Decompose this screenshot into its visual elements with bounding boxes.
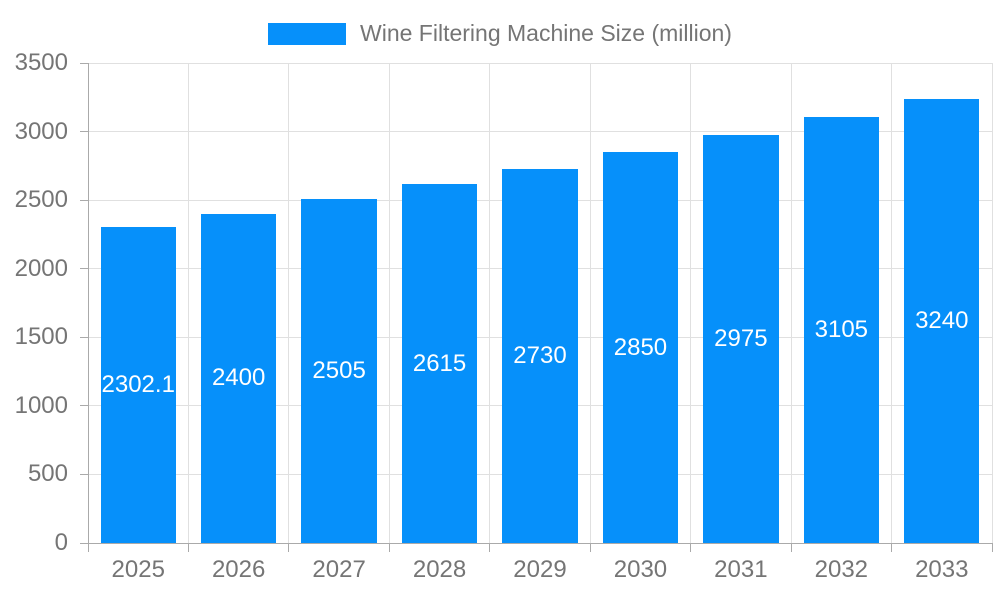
x-axis-tick <box>589 543 591 552</box>
bar <box>301 199 377 543</box>
y-axis-tick-label: 500 <box>27 460 68 488</box>
x-axis-tick <box>891 543 893 552</box>
gridline-vertical <box>991 63 993 543</box>
y-axis-tick <box>80 131 88 133</box>
plot-area: 2302.1 2400 2505 2615 2730 2850 2975 3105 3240 <box>80 62 993 552</box>
x-axis-tick-label: 2026 <box>211 556 266 583</box>
x-axis-tick-label: 2027 <box>312 556 366 583</box>
y-axis-tick <box>80 268 88 270</box>
gridline-vertical <box>589 63 591 543</box>
y-axis-tick-label: 2000 <box>14 254 68 282</box>
gridline-vertical <box>790 63 792 543</box>
x-axis-tick-label: 2033 <box>915 556 969 583</box>
bar-value-label: 2850 <box>613 333 668 361</box>
gridline-horizontal <box>88 131 992 133</box>
y-axis-tick-label: 2500 <box>14 186 68 214</box>
x-axis-tick <box>388 543 390 552</box>
bar-value-label: 3105 <box>814 316 869 344</box>
gridline-horizontal <box>88 62 992 64</box>
gridline-vertical <box>388 63 390 543</box>
x-axis-tick <box>690 543 692 552</box>
bar-value-label: 2400 <box>211 364 266 392</box>
x-axis-tick-label: 2029 <box>513 556 567 583</box>
x-axis-tick <box>790 543 792 552</box>
x-axis-line <box>88 543 992 544</box>
legend-label: Wine Filtering Machine Size (million) <box>360 20 732 46</box>
y-axis-tick-label: 3000 <box>14 117 68 145</box>
bar <box>602 152 679 543</box>
bar-value-label: 2975 <box>714 325 768 352</box>
gridline-vertical <box>690 63 692 543</box>
bar <box>201 213 277 543</box>
y-axis-tick <box>80 542 88 544</box>
y-axis-tick <box>80 62 88 64</box>
x-axis-labels: 2025 2026 2027 2028 2029 2030 2031 2032 2033 <box>88 556 992 590</box>
gridline-vertical <box>187 63 189 543</box>
x-axis-tick <box>489 543 491 552</box>
x-axis-tick-label: 2028 <box>412 556 467 583</box>
x-axis-tick-label: 2030 <box>613 556 668 583</box>
bar <box>803 117 879 543</box>
legend-swatch <box>268 22 347 45</box>
y-axis-tick-label: 0 <box>54 529 68 556</box>
x-axis-tick-label: 2025 <box>111 556 165 583</box>
bar-value-label: 2615 <box>412 349 467 377</box>
y-axis-tick <box>80 336 88 338</box>
y-axis-tick <box>80 473 88 475</box>
x-axis-tick-label: 2031 <box>714 556 768 583</box>
y-axis-tick <box>80 405 88 407</box>
gridline-vertical <box>891 63 893 543</box>
y-axis-labels: 0 500 1000 1500 2000 2500 3000 3500 <box>0 49 88 556</box>
y-axis-tick-label: 1500 <box>14 323 68 351</box>
y-axis-tick-label: 1000 <box>14 391 68 419</box>
x-axis-tick <box>87 543 89 552</box>
y-axis-tick <box>80 199 88 201</box>
gridline-vertical <box>489 63 491 543</box>
x-axis-tick <box>187 543 189 552</box>
bar <box>904 98 980 543</box>
bar-value-label: 3240 <box>915 306 969 334</box>
bar <box>502 168 578 543</box>
bar-value-label: 2302.1 <box>101 371 175 399</box>
bar <box>703 135 779 543</box>
x-axis-tick-label: 2032 <box>814 556 869 583</box>
bar <box>401 184 478 543</box>
bar-value-label: 2730 <box>513 341 567 369</box>
bar <box>100 227 176 543</box>
x-axis-tick <box>991 543 993 552</box>
y-axis-tick-label: 3500 <box>14 49 68 76</box>
y-axis-line <box>88 63 89 543</box>
gridline-vertical <box>288 63 290 543</box>
legend[interactable]: Wine Filtering Machine Size (million) <box>0 20 1000 47</box>
x-axis-tick <box>288 543 290 552</box>
bar-value-label: 2505 <box>312 357 366 385</box>
